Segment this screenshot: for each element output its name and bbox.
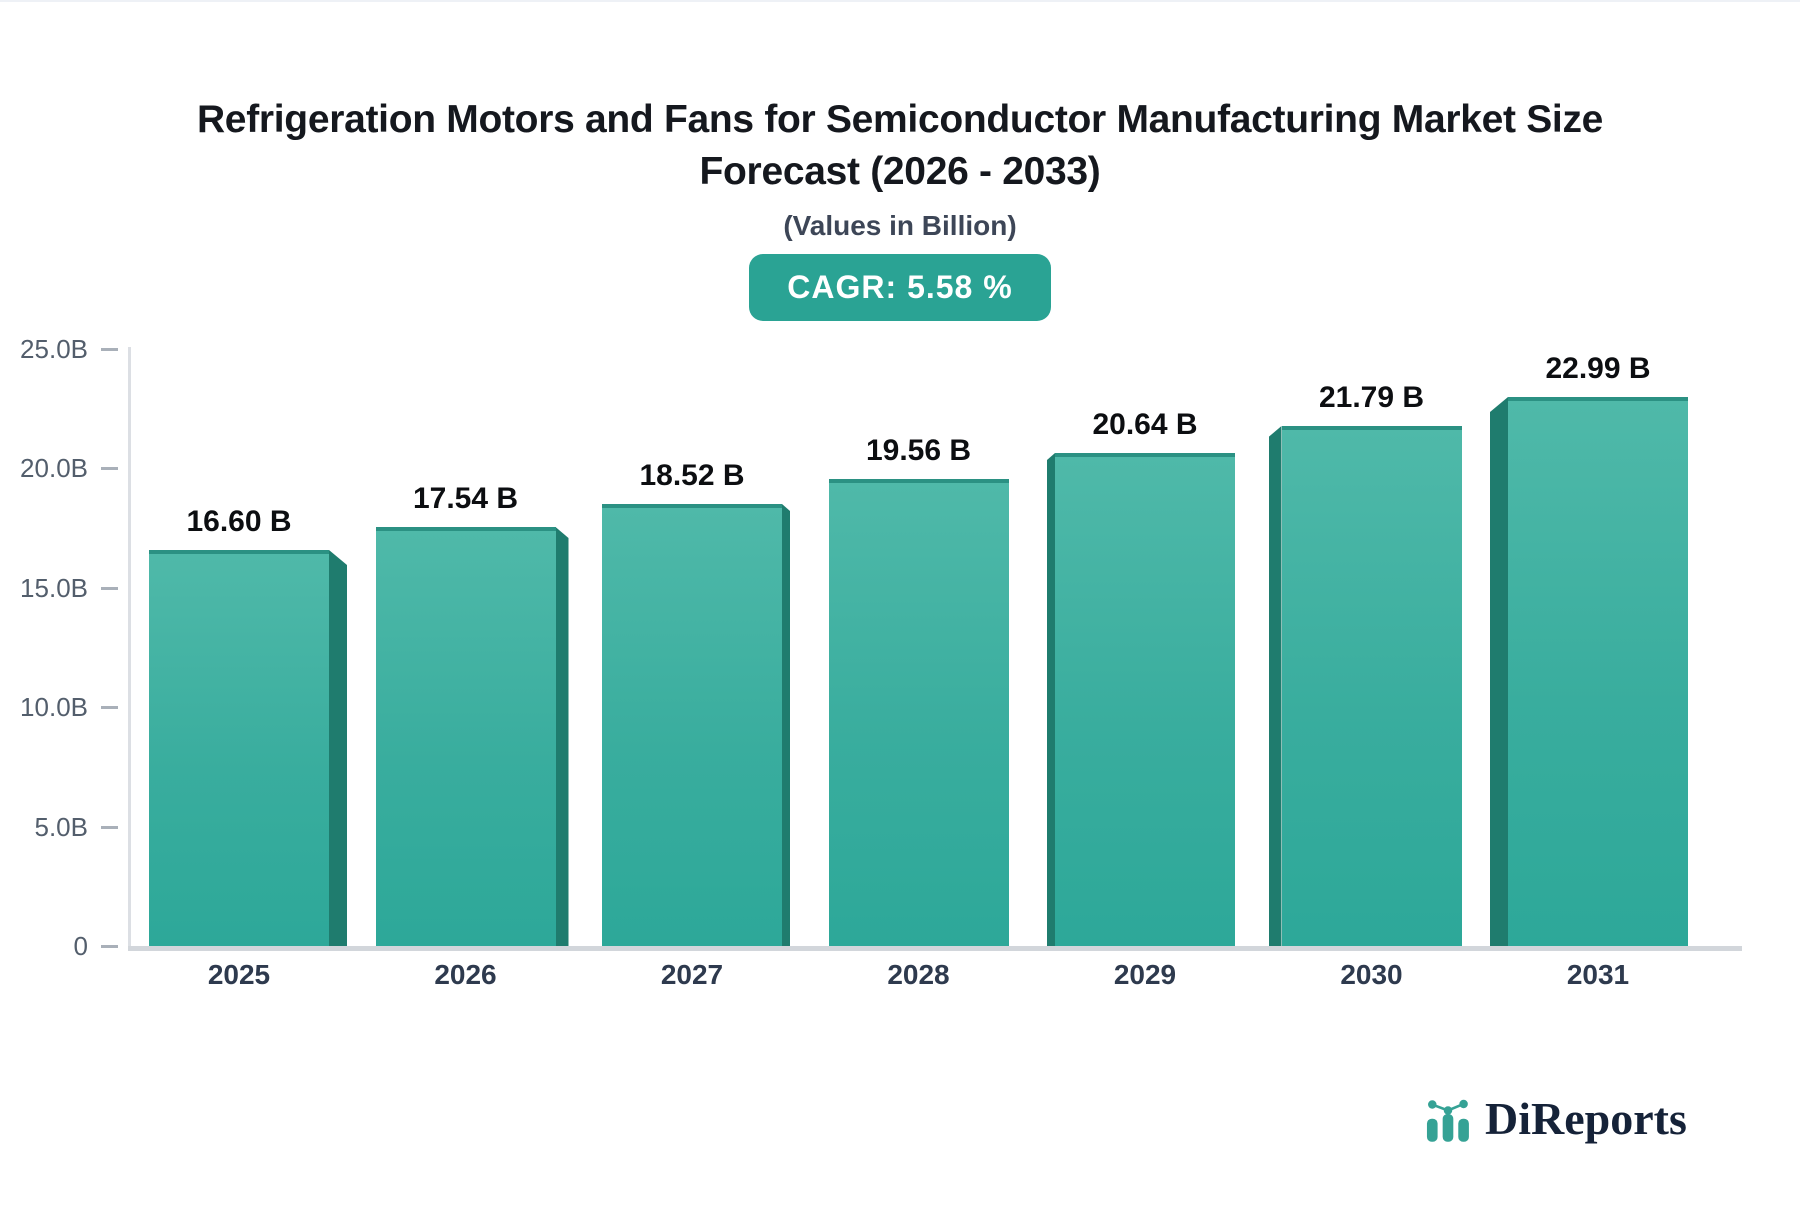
bar-chart-trend-icon (1426, 1099, 1469, 1142)
x-axis-label: 2027 (660, 959, 724, 990)
direports-logo: DiReports (1424, 1096, 1687, 1142)
y-axis-tick (101, 467, 118, 471)
y-axis-label: 20.0B (20, 453, 88, 484)
x-axis-label: 2028 (887, 959, 950, 990)
chart-header: Refrigeration Motors and Fans for Semico… (0, 94, 1800, 321)
cagr-badge: CAGR: 5.58 % (749, 254, 1051, 321)
y-axis-label: 10.0B (20, 692, 88, 723)
bar-side-2031 (1490, 397, 1508, 946)
x-axis-label: 2029 (1113, 959, 1177, 990)
y-axis-label: 25.0B (20, 334, 88, 364)
bar-2029 (1055, 453, 1235, 946)
bar-value-label: 19.56 B (865, 434, 972, 467)
y-axis-label: 5.0B (34, 811, 89, 842)
bar-value-label: 18.52 B (639, 459, 745, 492)
bar-side-2025 (329, 550, 347, 946)
x-axis-line (128, 946, 1742, 951)
bar-2031 (1508, 397, 1688, 946)
x-axis-label: 2025 (207, 959, 271, 990)
y-axis-label: 0 (73, 931, 88, 961)
y-axis-tick (101, 706, 118, 710)
y-axis-tick (101, 348, 118, 351)
bar-2028 (828, 479, 1009, 946)
bar-2030 (1281, 426, 1462, 946)
y-axis-tick (101, 945, 118, 948)
bar-side-2030 (1268, 426, 1282, 946)
y-axis-label: 15.0B (20, 572, 88, 603)
direports-logo-text: DiReports (1485, 1093, 1687, 1144)
y-axis-tick (101, 825, 118, 829)
chart-subtitle: (Values in Billion) (783, 210, 1017, 241)
chart-title-line1: Refrigeration Motors and Fans for Semico… (196, 98, 1604, 141)
chart-title: Refrigeration Motors and Fans for Semico… (0, 94, 1800, 198)
x-axis-label: 2030 (1340, 959, 1403, 990)
bar-value-label: 22.99 B (1545, 352, 1651, 385)
bar-side-2029 (1047, 453, 1055, 946)
bar-value-label: 20.64 B (1092, 408, 1198, 441)
chart-title-line2: Forecast (2026 - 2033) (699, 150, 1101, 193)
bar-2025 (149, 550, 329, 946)
bar-2027 (602, 504, 782, 946)
y-axis-line (128, 347, 131, 948)
y-axis-tick (101, 586, 118, 590)
bar-side-2027 (782, 504, 790, 946)
x-axis-label: 2031 (1566, 959, 1630, 990)
x-axis-label: 2026 (434, 959, 497, 990)
bar-side-2026 (555, 527, 569, 946)
bar-value-label: 17.54 B (412, 482, 519, 515)
bar-value-label: 16.60 B (186, 505, 292, 538)
bar-2026 (375, 527, 556, 946)
bar-value-label: 21.79 B (1318, 381, 1425, 414)
